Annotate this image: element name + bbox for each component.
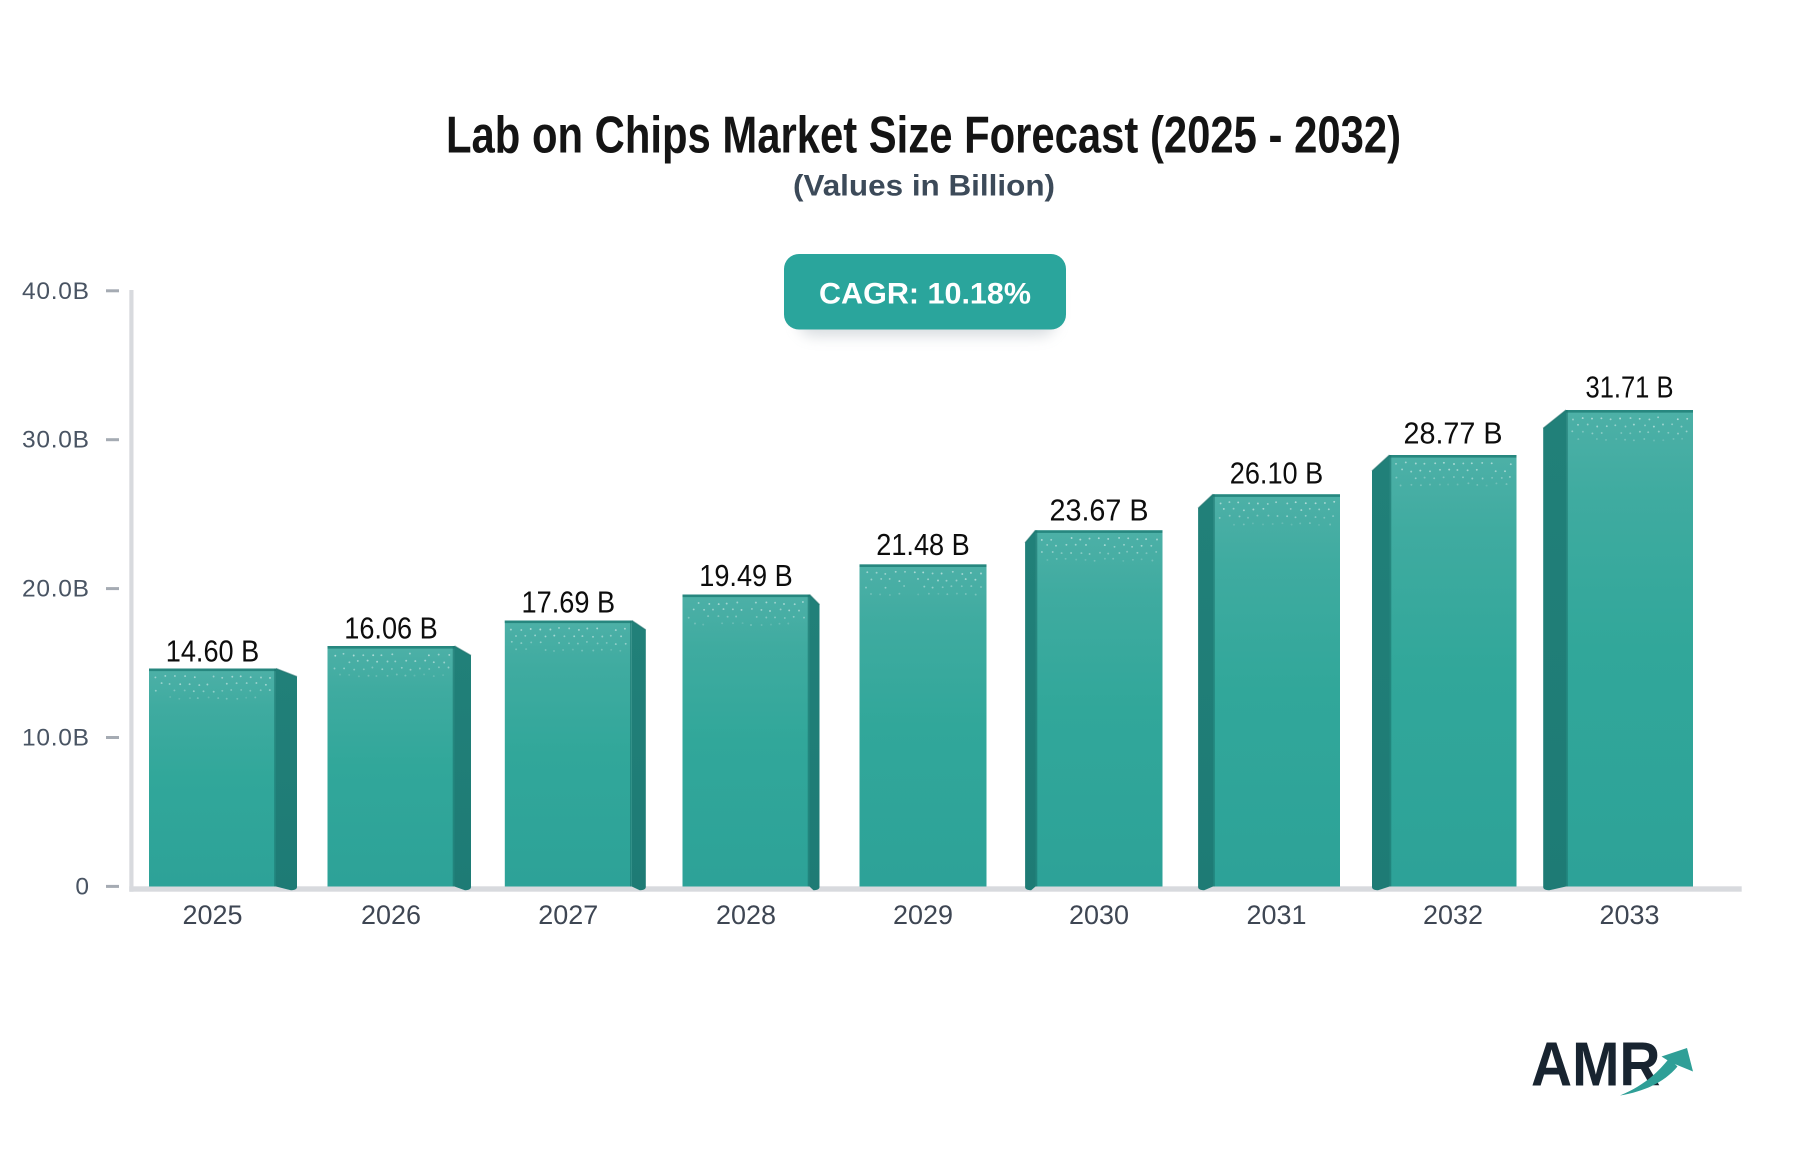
svg-text:2028: 2028 <box>716 900 776 930</box>
svg-text:31.71 B: 31.71 B <box>1586 369 1674 404</box>
svg-text:28.77 B: 28.77 B <box>1404 415 1503 450</box>
svg-text:10.0B: 10.0B <box>22 725 89 752</box>
svg-text:16.06 B: 16.06 B <box>344 611 438 646</box>
svg-text:2025: 2025 <box>183 900 243 930</box>
svg-text:21.48 B: 21.48 B <box>876 527 970 562</box>
svg-text:(Values in Billion): (Values in Billion) <box>793 170 1055 203</box>
svg-text:2031: 2031 <box>1247 900 1307 930</box>
svg-text:26.10 B: 26.10 B <box>1230 456 1324 491</box>
svg-text:40.0B: 40.0B <box>22 278 89 305</box>
svg-text:23.67 B: 23.67 B <box>1050 492 1149 527</box>
svg-text:2030: 2030 <box>1069 900 1129 930</box>
svg-text:30.0B: 30.0B <box>22 427 89 454</box>
svg-text:20.0B: 20.0B <box>22 576 89 603</box>
svg-text:2032: 2032 <box>1423 900 1483 930</box>
svg-text:Lab on Chips Market Size Forec: Lab on Chips Market Size Forecast (2025 … <box>446 107 1401 165</box>
svg-text:14.60 B: 14.60 B <box>166 634 260 669</box>
svg-text:2029: 2029 <box>893 900 953 930</box>
svg-text:17.69 B: 17.69 B <box>522 584 616 619</box>
svg-text:2033: 2033 <box>1600 900 1660 930</box>
svg-text:0: 0 <box>75 873 89 900</box>
svg-text:2027: 2027 <box>538 900 598 930</box>
svg-text:CAGR: 10.18%: CAGR: 10.18% <box>819 278 1031 311</box>
svg-text:2026: 2026 <box>361 900 421 930</box>
svg-text:19.49 B: 19.49 B <box>699 558 793 593</box>
